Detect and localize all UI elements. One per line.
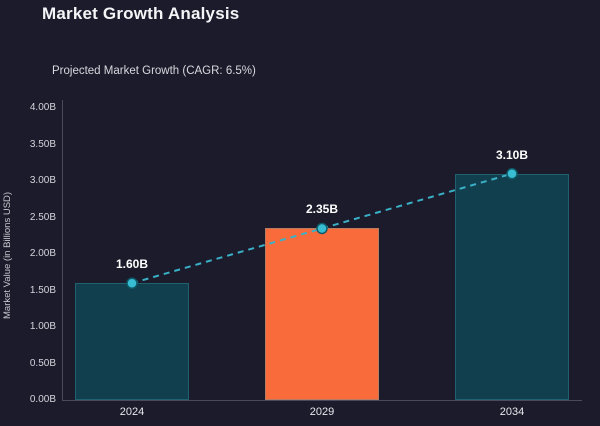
y-tick-label: 1.00B: [29, 321, 56, 332]
y-tick-label: 0.50B: [29, 357, 56, 369]
y-axis-line: [62, 100, 63, 400]
bar-2024: [75, 283, 189, 400]
x-axis-label: 2024: [119, 406, 145, 418]
bar-2029: [265, 228, 379, 400]
y-tick-label: 4.00B: [29, 102, 56, 113]
y-tick-label: 2.00B: [29, 248, 56, 259]
y-tick-label: 3.50B: [29, 138, 56, 150]
bar-2034: [455, 173, 569, 400]
chart-title: Market Growth Analysis: [42, 4, 240, 23]
y-tick-label: 3.00B: [29, 175, 56, 186]
bar-value-label: 2.35B: [305, 202, 339, 217]
x-axis-label: 2029: [309, 406, 335, 418]
x-axis-line: [62, 400, 582, 401]
x-axis-label: 2034: [499, 406, 525, 418]
bar-value-label: 3.10B: [495, 147, 529, 162]
y-tick-label: 0.00B: [29, 394, 56, 405]
bar-value-label: 1.60B: [115, 257, 149, 272]
y-tick-label: 1.50B: [29, 284, 56, 296]
chart-subtitle: Projected Market Growth (CAGR: 6.5%): [52, 65, 256, 77]
y-tick-label: 2.50B: [29, 211, 56, 223]
